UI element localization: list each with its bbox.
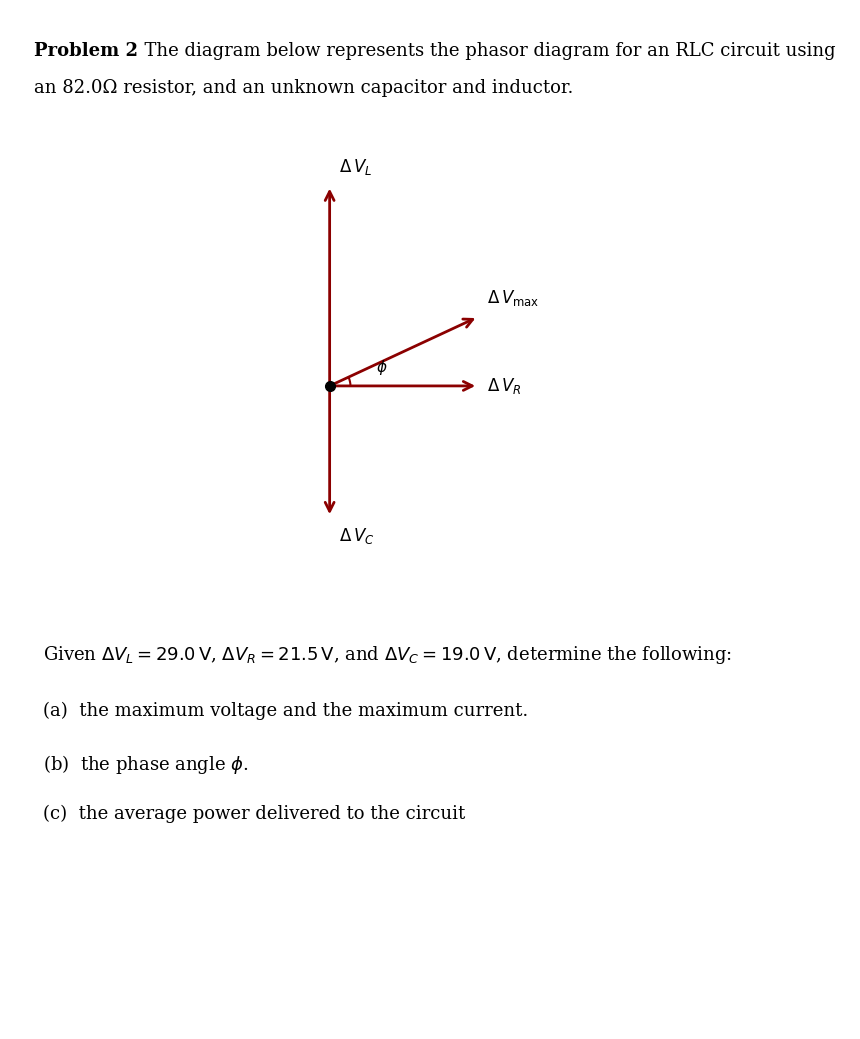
Text: (b)  the phase angle $\phi$.: (b) the phase angle $\phi$. [43,753,249,776]
Text: an 82.0Ω resistor, and an unknown capacitor and inductor.: an 82.0Ω resistor, and an unknown capaci… [34,79,574,97]
Text: $\Delta\,V_L$: $\Delta\,V_L$ [339,157,372,177]
Text: $\Delta\,V_R$: $\Delta\,V_R$ [487,376,521,396]
Text: $\phi$: $\phi$ [376,357,388,377]
Text: $\Delta\,V_C$: $\Delta\,V_C$ [339,526,374,545]
Text: $\Delta\,V_{\mathrm{max}}$: $\Delta\,V_{\mathrm{max}}$ [487,288,539,308]
Text: The diagram below represents the phasor diagram for an RLC circuit using: The diagram below represents the phasor … [133,42,836,59]
Text: Given $\Delta V_L = 29.0\,\mathrm{V}$, $\Delta V_R = 21.5\,\mathrm{V}$, and $\De: Given $\Delta V_L = 29.0\,\mathrm{V}$, $… [43,644,732,666]
Text: (c)  the average power delivered to the circuit: (c) the average power delivered to the c… [43,805,465,824]
Text: (a)  the maximum voltage and the maximum current.: (a) the maximum voltage and the maximum … [43,701,528,720]
Text: Problem 2: Problem 2 [34,42,138,59]
